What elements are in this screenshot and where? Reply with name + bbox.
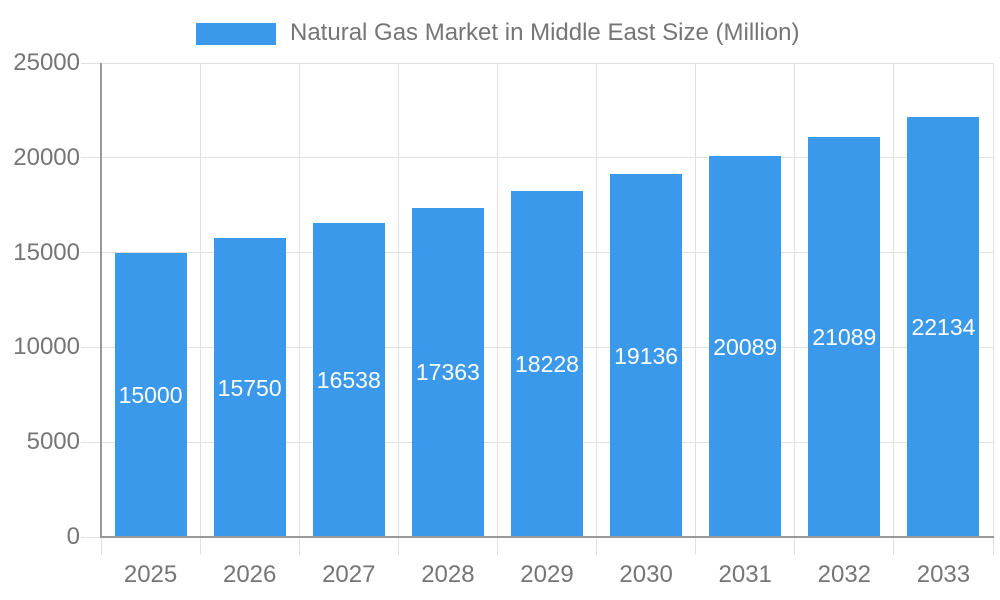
gridline-x-7 — [794, 63, 796, 537]
y-tick-10000 — [81, 346, 101, 348]
bar-label-2026: 15750 — [217, 374, 282, 401]
bar-2029 — [511, 191, 583, 536]
bar-2030 — [610, 174, 683, 536]
y-tick-0 — [81, 536, 101, 538]
x-tick-5 — [596, 537, 598, 555]
bar-label-2028: 17363 — [415, 359, 480, 386]
gridline-x-9 — [992, 63, 994, 537]
x-tick-8 — [893, 537, 895, 555]
x-tick-label-2030: 2030 — [619, 561, 673, 588]
y-tick-label-25000: 25000 — [13, 49, 80, 76]
x-tick-0 — [100, 537, 102, 555]
y-tick-25000 — [81, 62, 101, 64]
x-tick-6 — [695, 537, 697, 555]
x-tick-label-2029: 2029 — [520, 561, 574, 588]
gridline-x-6 — [695, 63, 697, 537]
x-tick-label-2032: 2032 — [817, 561, 872, 588]
bar-label-2031: 20089 — [713, 333, 778, 360]
x-tick-7 — [794, 537, 796, 555]
gridline-y-20000 — [101, 157, 993, 159]
y-tick-label-15000: 15000 — [13, 238, 80, 266]
bar-label-2029: 18228 — [515, 351, 579, 378]
x-tick-label-2031: 2031 — [718, 561, 772, 588]
y-tick-label-5000: 5000 — [26, 428, 80, 456]
gridline-x-3 — [397, 63, 399, 537]
gridline-x-1 — [199, 63, 201, 537]
bar-label-2030: 19136 — [614, 342, 679, 369]
legend-swatch-icon — [196, 23, 276, 45]
bar-2026 — [213, 238, 286, 536]
gridline-x-2 — [298, 63, 300, 537]
bar-2031 — [709, 156, 782, 536]
x-tick-2 — [298, 537, 300, 555]
y-tick-5000 — [81, 441, 101, 443]
x-tick-label-2028: 2028 — [421, 561, 475, 588]
bar-label-2032: 21089 — [812, 324, 877, 351]
y-tick-label-20000: 20000 — [13, 143, 80, 171]
gridline-x-4 — [496, 63, 498, 537]
x-tick-label-2025: 2025 — [123, 561, 178, 588]
y-tick-label-0: 0 — [66, 523, 80, 550]
bar-label-2027: 16538 — [316, 367, 381, 394]
bar-label-2033: 22134 — [911, 314, 976, 341]
x-tick-label-2027: 2027 — [322, 561, 376, 588]
x-tick-4 — [496, 537, 498, 555]
legend-label: Natural Gas Market in Middle East Size (… — [290, 19, 800, 46]
bar-2028 — [411, 207, 484, 536]
bar-label-2025: 15000 — [118, 381, 183, 408]
y-tick-label-10000: 10000 — [13, 333, 80, 361]
y-tick-15000 — [81, 252, 101, 254]
bar-2027 — [312, 223, 385, 536]
x-tick-9 — [992, 537, 994, 555]
y-tick-20000 — [81, 157, 101, 159]
bar-2033 — [907, 117, 980, 536]
gridline-x-8 — [893, 63, 895, 537]
bar-2032 — [808, 137, 881, 536]
x-axis — [100, 536, 994, 538]
bar-2025 — [114, 252, 187, 536]
legend: Natural Gas Market in Middle East Size (… — [196, 18, 800, 48]
x-tick-3 — [397, 537, 399, 555]
x-tick-1 — [199, 537, 201, 555]
gridline-y-25000 — [101, 62, 993, 64]
y-axis — [100, 63, 102, 537]
x-tick-label-2033: 2033 — [916, 561, 971, 588]
x-tick-label-2026: 2026 — [222, 561, 277, 588]
gridline-x-5 — [596, 63, 598, 537]
